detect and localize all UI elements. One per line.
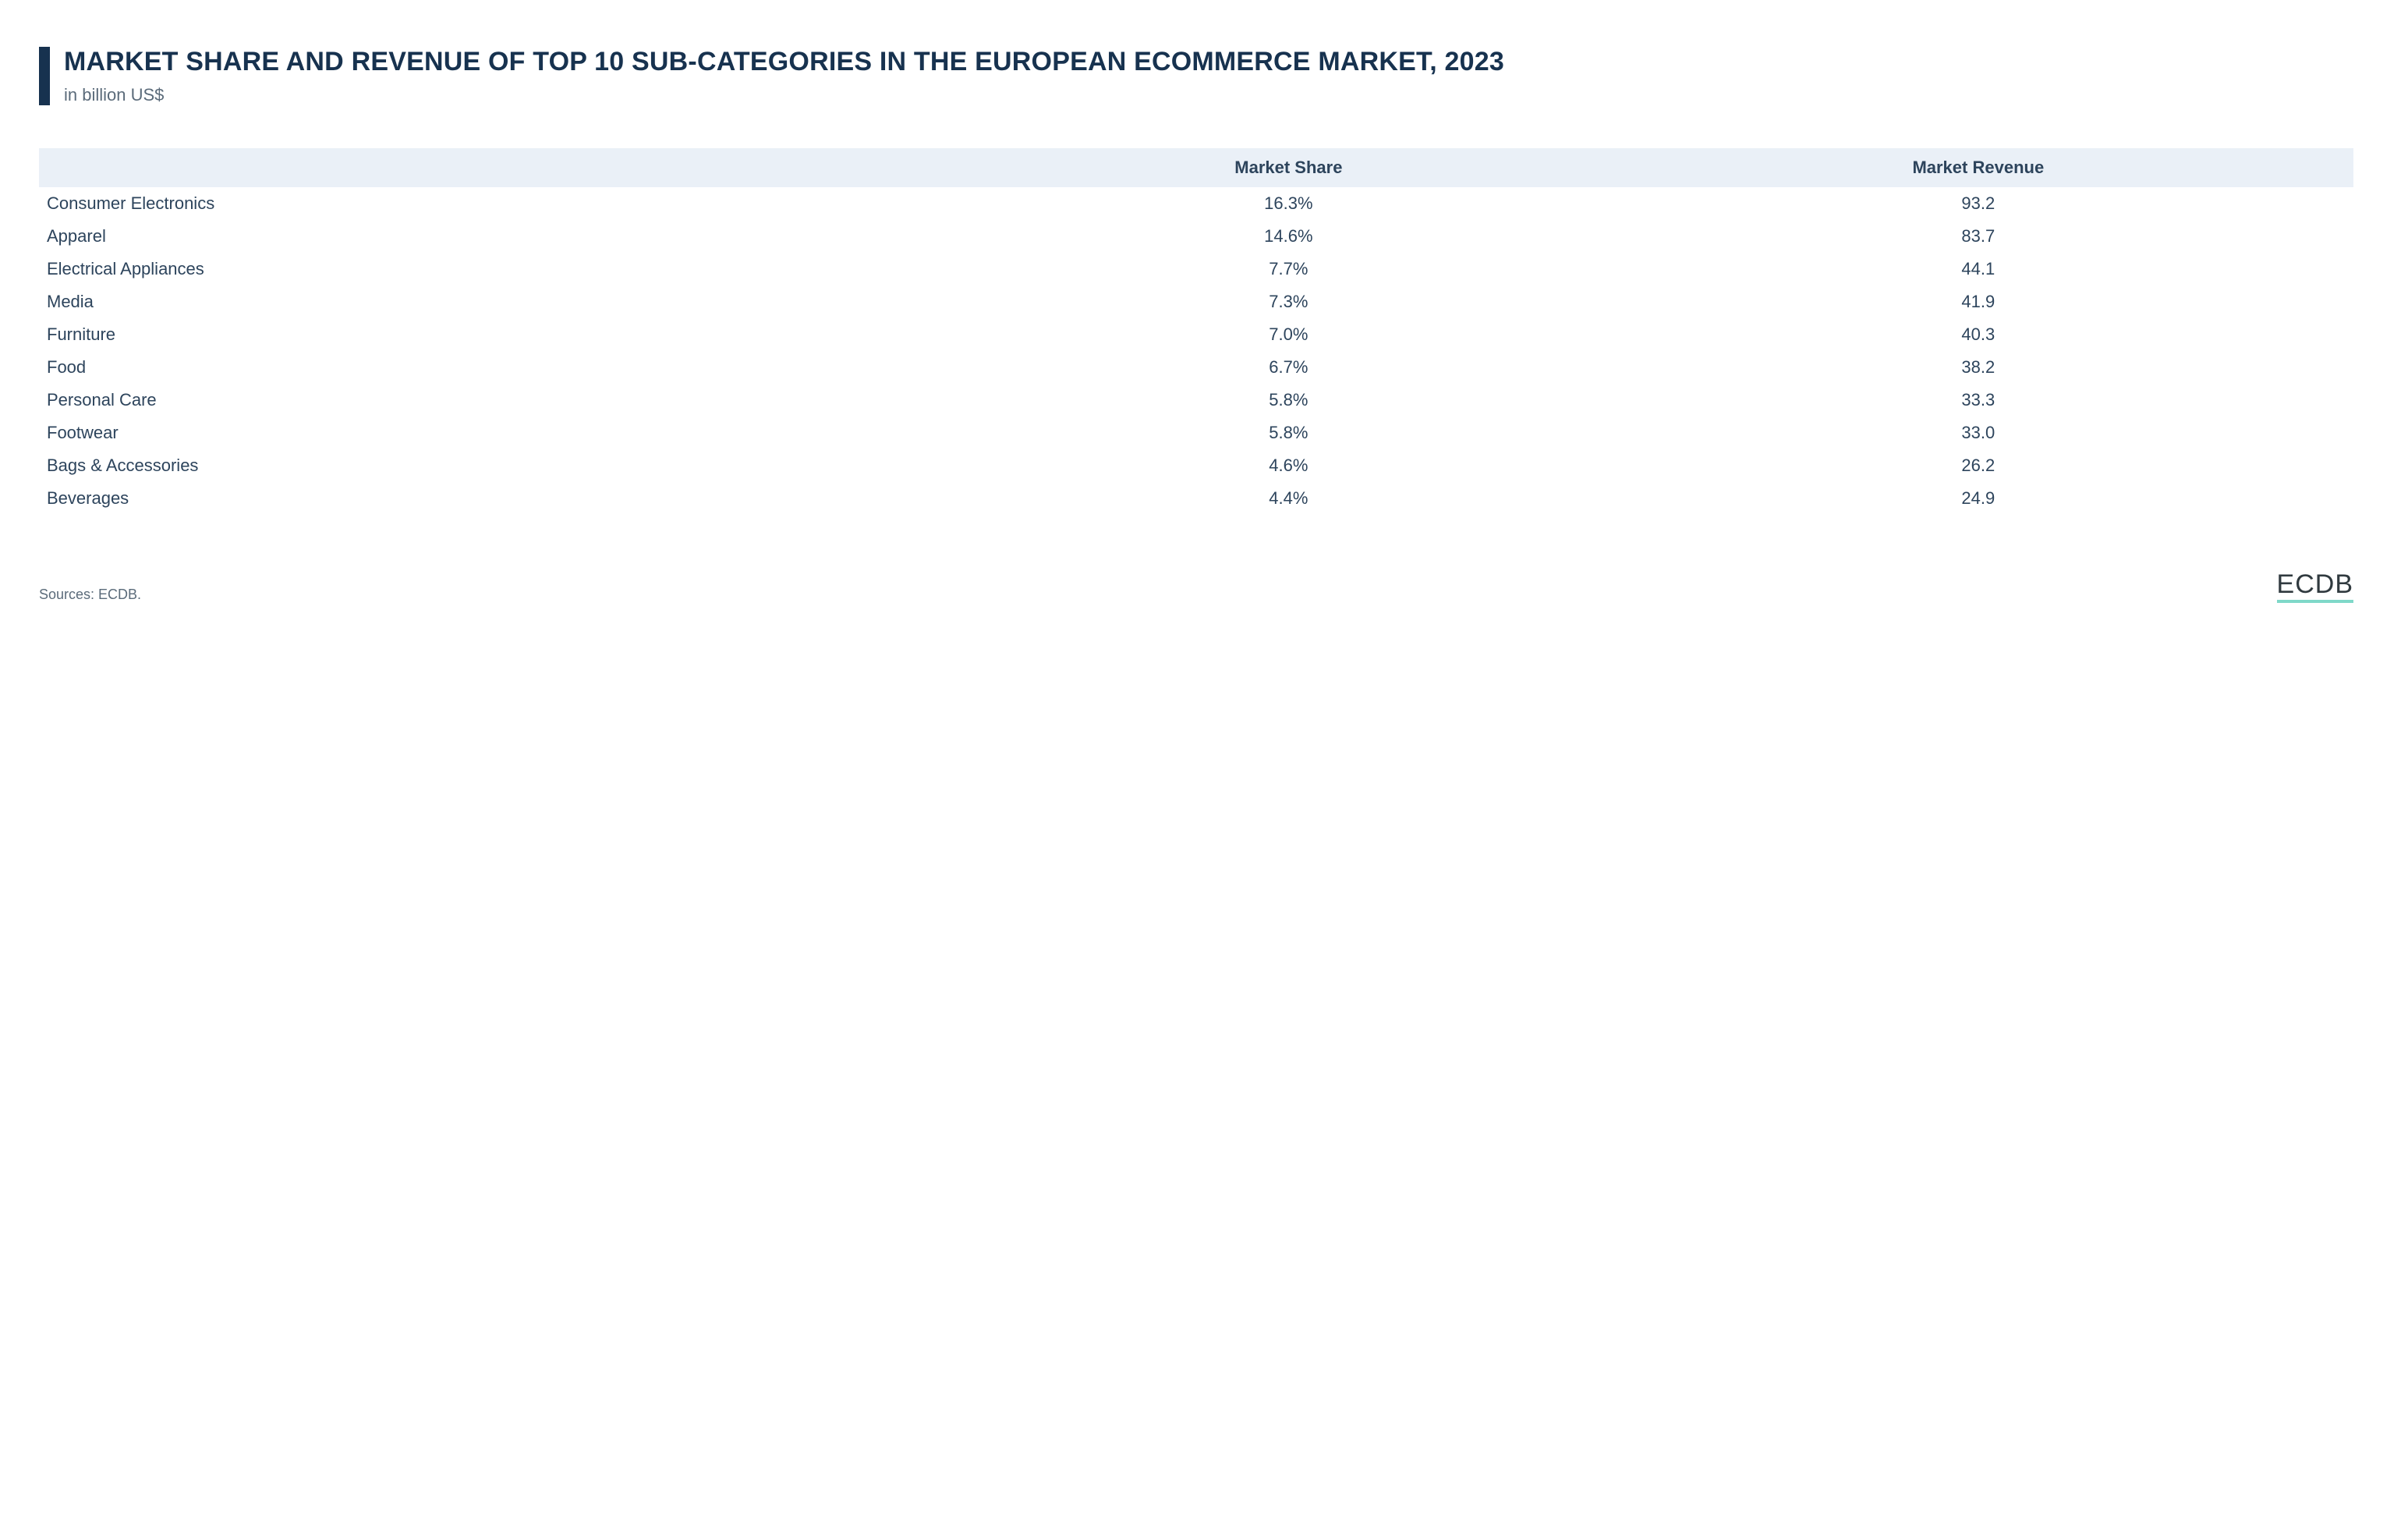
cell-revenue: 83.7	[1603, 220, 2353, 253]
cell-revenue: 40.3	[1603, 318, 2353, 351]
cell-share: 16.3%	[974, 187, 1603, 220]
cell-share: 14.6%	[974, 220, 1603, 253]
cell-revenue: 26.2	[1603, 449, 2353, 482]
sources-text: Sources: ECDB.	[39, 587, 141, 603]
cell-share: 5.8%	[974, 384, 1603, 417]
page-title: MARKET SHARE AND REVENUE OF TOP 10 SUB-C…	[64, 47, 1504, 77]
table-row: Media7.3%41.9	[39, 285, 2353, 318]
table-body: Consumer Electronics16.3%93.2Apparel14.6…	[39, 187, 2353, 515]
table-row: Furniture7.0%40.3	[39, 318, 2353, 351]
title-block: MARKET SHARE AND REVENUE OF TOP 10 SUB-C…	[64, 47, 1504, 105]
header: MARKET SHARE AND REVENUE OF TOP 10 SUB-C…	[39, 47, 2353, 105]
cell-category: Personal Care	[39, 384, 974, 417]
footer: Sources: ECDB. ECDB	[39, 569, 2353, 603]
cell-revenue: 93.2	[1603, 187, 2353, 220]
cell-share: 4.4%	[974, 482, 1603, 515]
cell-share: 7.0%	[974, 318, 1603, 351]
cell-category: Consumer Electronics	[39, 187, 974, 220]
cell-share: 7.7%	[974, 253, 1603, 285]
table-row: Personal Care5.8%33.3	[39, 384, 2353, 417]
cell-share: 5.8%	[974, 417, 1603, 449]
table-row: Food6.7%38.2	[39, 351, 2353, 384]
logo: ECDB	[2277, 569, 2353, 603]
col-header-share: Market Share	[974, 148, 1603, 187]
col-header-revenue: Market Revenue	[1603, 148, 2353, 187]
cell-revenue: 33.0	[1603, 417, 2353, 449]
cell-category: Apparel	[39, 220, 974, 253]
cell-share: 7.3%	[974, 285, 1603, 318]
table-row: Beverages4.4%24.9	[39, 482, 2353, 515]
cell-category: Beverages	[39, 482, 974, 515]
cell-category: Electrical Appliances	[39, 253, 974, 285]
col-header-category	[39, 148, 974, 187]
data-table: Market Share Market Revenue Consumer Ele…	[39, 148, 2353, 515]
table-header: Market Share Market Revenue	[39, 148, 2353, 187]
table-container: Market Share Market Revenue Consumer Ele…	[39, 148, 2353, 515]
cell-revenue: 38.2	[1603, 351, 2353, 384]
table-row: Bags & Accessories4.6%26.2	[39, 449, 2353, 482]
table-row: Consumer Electronics16.3%93.2	[39, 187, 2353, 220]
cell-share: 4.6%	[974, 449, 1603, 482]
cell-revenue: 24.9	[1603, 482, 2353, 515]
table-row: Electrical Appliances7.7%44.1	[39, 253, 2353, 285]
cell-category: Food	[39, 351, 974, 384]
cell-revenue: 33.3	[1603, 384, 2353, 417]
cell-category: Media	[39, 285, 974, 318]
cell-category: Furniture	[39, 318, 974, 351]
cell-category: Footwear	[39, 417, 974, 449]
table-row: Apparel14.6%83.7	[39, 220, 2353, 253]
page-subtitle: in billion US$	[64, 85, 1504, 105]
cell-revenue: 44.1	[1603, 253, 2353, 285]
table-row: Footwear5.8%33.0	[39, 417, 2353, 449]
cell-category: Bags & Accessories	[39, 449, 974, 482]
page: MARKET SHARE AND REVENUE OF TOP 10 SUB-C…	[0, 0, 2408, 634]
cell-revenue: 41.9	[1603, 285, 2353, 318]
cell-share: 6.7%	[974, 351, 1603, 384]
accent-bar	[39, 47, 50, 105]
